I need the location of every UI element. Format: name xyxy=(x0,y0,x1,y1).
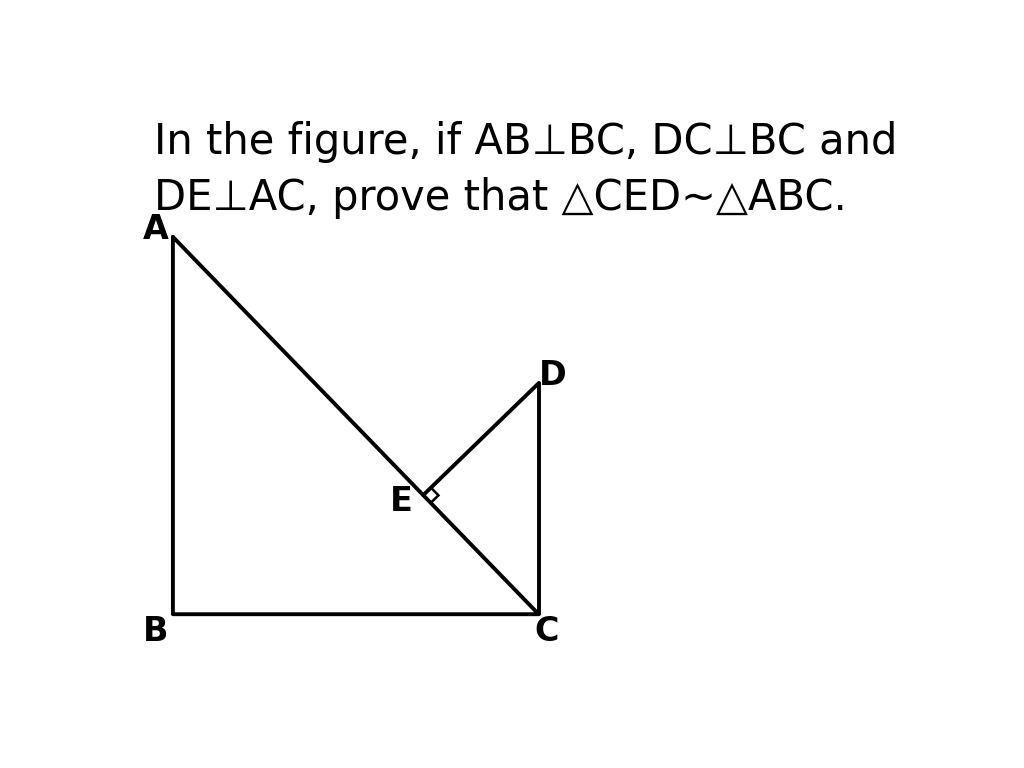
Text: D: D xyxy=(539,359,566,392)
Text: E: E xyxy=(390,485,413,518)
Text: A: A xyxy=(143,213,169,246)
Text: In the figure, if AB⊥BC, DC⊥BC and
DE⊥AC, prove that △CED∼△ABC.: In the figure, if AB⊥BC, DC⊥BC and DE⊥AC… xyxy=(154,121,897,219)
Text: B: B xyxy=(143,614,169,647)
Text: C: C xyxy=(535,614,559,647)
